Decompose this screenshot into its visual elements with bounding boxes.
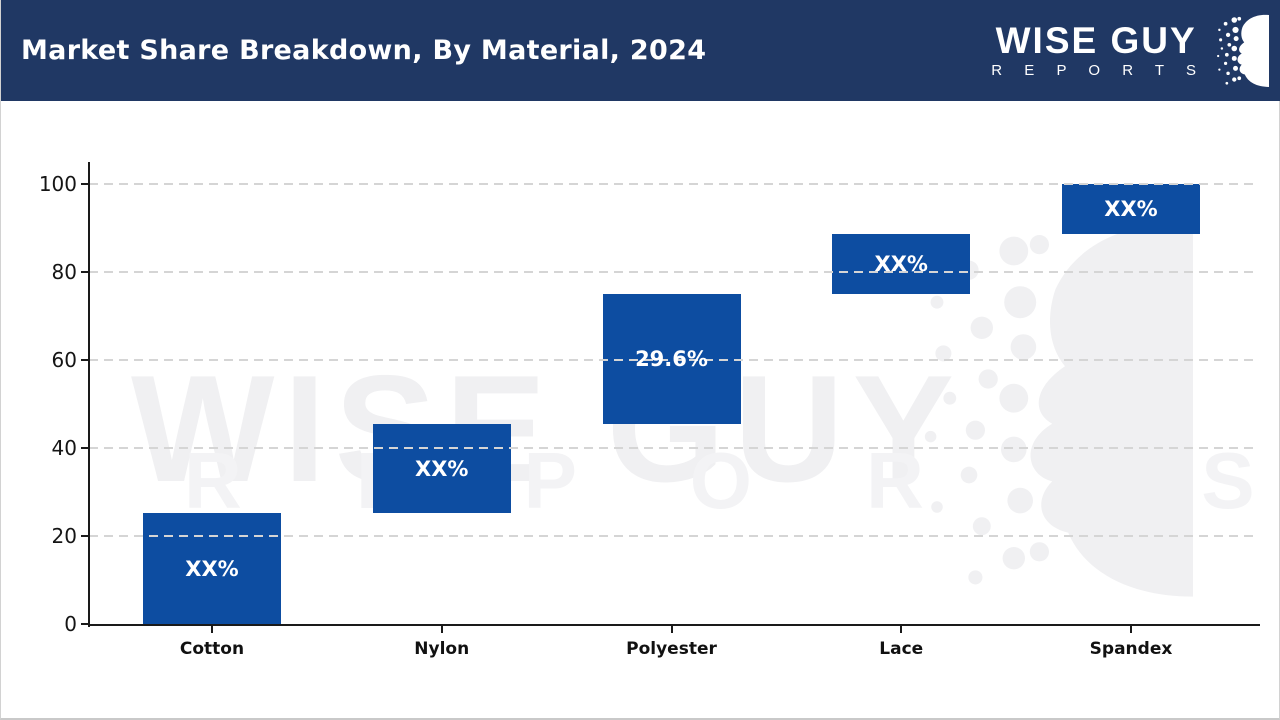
x-tick-mark-spandex xyxy=(1130,626,1132,633)
y-tick-mark-0 xyxy=(81,623,89,625)
bar-value-label-cotton: XX% xyxy=(185,556,239,581)
x-tick-label-cotton: Cotton xyxy=(179,639,245,659)
y-tick-mark-100 xyxy=(81,183,89,185)
bar-cotton xyxy=(143,513,281,624)
waterfall-chart: WISE GUY R E P O R T S 0 20 40 60 80 100 Cotto… xyxy=(1,101,1280,718)
bar-spandex xyxy=(1062,184,1200,234)
y-tick-label-0: 0 xyxy=(64,612,77,636)
watermark-wordmark: WISE GUY xyxy=(131,344,964,514)
x-tick-label-polyester: Polyester xyxy=(626,639,717,659)
x-tick-mark-nylon xyxy=(440,626,443,633)
bar-value-label-lace: XX% xyxy=(874,251,928,276)
y-tick-label-60: 60 xyxy=(51,348,77,372)
y-tick-mark-40 xyxy=(81,447,89,449)
gridline-20 xyxy=(89,535,1259,537)
x-tick-mark-lace xyxy=(900,626,903,633)
header-banner: Market Share Breakdown, By Material, 202… xyxy=(1,0,1280,101)
wise-guy-logo: WISE GUY R E P O R T S xyxy=(987,11,1269,91)
y-axis-line xyxy=(88,162,90,627)
x-tick-label-spandex: Spandex xyxy=(1089,639,1173,659)
chart-title: Market Share Breakdown, By Material, 202… xyxy=(21,35,707,66)
y-tick-mark-80 xyxy=(81,271,89,273)
y-tick-label-40: 40 xyxy=(51,436,77,460)
y-tick-label-100: 100 xyxy=(38,172,77,196)
bar-value-label-spandex: XX% xyxy=(1104,196,1158,221)
x-axis-line xyxy=(88,624,1260,626)
y-tick-mark-60 xyxy=(81,359,89,361)
bar-value-label-polyester: 29.6% xyxy=(635,347,708,372)
x-tick-mark-polyester xyxy=(670,626,673,633)
bar-nylon xyxy=(372,424,511,514)
y-tick-label-80: 80 xyxy=(51,260,77,284)
logo-wordmark-text: WISE GUY xyxy=(995,20,1197,62)
logo-subtitle-text: R E P O R T S xyxy=(991,61,1205,79)
x-tick-mark-cotton xyxy=(211,626,213,633)
y-tick-mark-20 xyxy=(81,535,89,537)
logo-wordmark: WISE GUY R E P O R T S xyxy=(987,20,1205,79)
gridline-80 xyxy=(89,271,1259,273)
x-tick-label-nylon: Nylon xyxy=(414,639,470,659)
x-tick-label-lace: Lace xyxy=(879,639,924,659)
bar-lace xyxy=(832,233,971,294)
y-tick-label-20: 20 xyxy=(51,524,77,548)
gridline-100 xyxy=(89,183,1259,185)
gridline-60 xyxy=(89,359,1259,361)
bar-value-label-nylon: XX% xyxy=(415,456,469,481)
dotted-face-icon xyxy=(1217,14,1269,87)
gridline-40 xyxy=(89,447,1259,449)
